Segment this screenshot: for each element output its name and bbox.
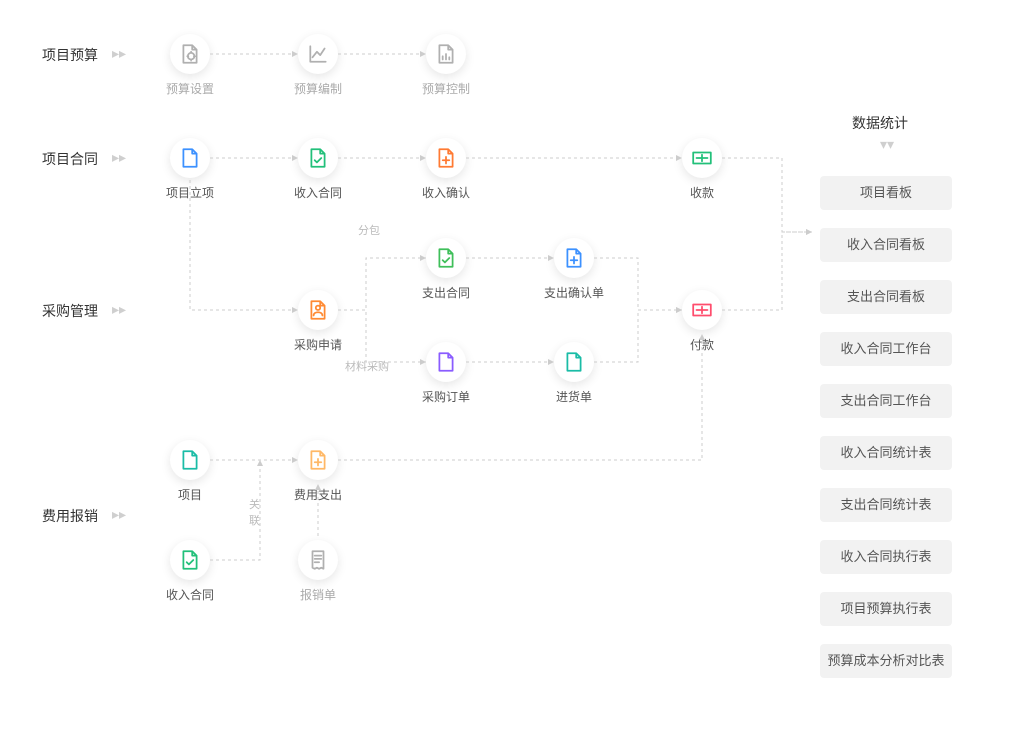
node-goods-in-icon — [554, 342, 594, 382]
node-exp-out[interactable]: 费用支出 — [278, 440, 358, 503]
node-receive[interactable]: 收款 — [662, 138, 742, 201]
section-label-projcontract: 项目合同 — [42, 149, 98, 169]
node-proj[interactable]: 项目 — [150, 440, 230, 503]
node-pay[interactable]: 付款 — [662, 290, 742, 353]
node-rev-contract[interactable]: 收入合同 — [278, 138, 358, 201]
node-reimburse-label: 报销单 — [278, 586, 358, 603]
stats-arrow-icon: ▾▾ — [880, 136, 894, 153]
stats-button-4[interactable]: 支出合同工作台 — [820, 384, 952, 418]
node-exp-out-icon — [298, 440, 338, 480]
section-arrow-projcontract-icon: ▸▸ — [112, 149, 126, 166]
node-exp-contract[interactable]: 支出合同 — [406, 238, 486, 301]
node-exp-contract-icon — [426, 238, 466, 278]
node-pay-icon — [682, 290, 722, 330]
section-label-expense: 费用报销 — [42, 506, 98, 526]
node-proj-icon — [170, 440, 210, 480]
node-exp-confirm[interactable]: 支出确认单 — [534, 238, 614, 301]
stats-button-5[interactable]: 收入合同统计表 — [820, 436, 952, 470]
node-budget-setup[interactable]: 预算设置 — [150, 34, 230, 97]
node-purchase-ord-label: 采购订单 — [406, 388, 486, 405]
node-pay-label: 付款 — [662, 336, 742, 353]
node-rev-contract2-icon — [170, 540, 210, 580]
node-purchase-ord-icon — [426, 342, 466, 382]
node-reimburse[interactable]: 报销单 — [278, 540, 358, 603]
node-purchase-req[interactable]: 采购申请 — [278, 290, 358, 353]
node-budget-make-label: 预算编制 — [278, 80, 358, 97]
node-budget-ctrl-icon — [426, 34, 466, 74]
node-budget-setup-label: 预算设置 — [150, 80, 230, 97]
stats-button-8[interactable]: 项目预算执行表 — [820, 592, 952, 626]
section-arrow-expense-icon: ▸▸ — [112, 506, 126, 523]
node-proj-label: 项目 — [150, 486, 230, 503]
edge-label-purchase-req-exp-contract: 分包 — [358, 222, 380, 238]
node-budget-ctrl[interactable]: 预算控制 — [406, 34, 486, 97]
node-rev-confirm-icon — [426, 138, 466, 178]
node-exp-confirm-icon — [554, 238, 594, 278]
node-proj-start-icon — [170, 138, 210, 178]
node-budget-make[interactable]: 预算编制 — [278, 34, 358, 97]
stats-button-9[interactable]: 预算成本分析对比表 — [820, 644, 952, 678]
stats-title: 数据统计 — [852, 113, 908, 133]
section-arrow-projbudget-icon: ▸▸ — [112, 45, 126, 62]
node-rev-contract-label: 收入合同 — [278, 184, 358, 201]
node-rev-confirm-label: 收入确认 — [406, 184, 486, 201]
node-purchase-req-label: 采购申请 — [278, 336, 358, 353]
node-rev-contract2[interactable]: 收入合同 — [150, 540, 230, 603]
node-budget-make-icon — [298, 34, 338, 74]
node-rev-confirm[interactable]: 收入确认 — [406, 138, 486, 201]
node-proj-start[interactable]: 项目立项 — [150, 138, 230, 201]
node-purchase-ord[interactable]: 采购订单 — [406, 342, 486, 405]
edge-label-purchase-req-purchase-ord: 材料采购 — [345, 358, 389, 374]
stats-button-6[interactable]: 支出合同统计表 — [820, 488, 952, 522]
stats-button-0[interactable]: 项目看板 — [820, 176, 952, 210]
node-purchase-req-icon — [298, 290, 338, 330]
node-goods-in-label: 进货单 — [534, 388, 614, 405]
node-receive-icon — [682, 138, 722, 178]
edge-label-proj-exp-out: 关联 — [249, 496, 260, 528]
node-budget-ctrl-label: 预算控制 — [406, 80, 486, 97]
node-proj-start-label: 项目立项 — [150, 184, 230, 201]
section-label-procurement: 采购管理 — [42, 301, 98, 321]
node-exp-contract-label: 支出合同 — [406, 284, 486, 301]
stats-button-7[interactable]: 收入合同执行表 — [820, 540, 952, 574]
section-arrow-procurement-icon: ▸▸ — [112, 301, 126, 318]
node-receive-label: 收款 — [662, 184, 742, 201]
stats-button-3[interactable]: 收入合同工作台 — [820, 332, 952, 366]
node-exp-confirm-label: 支出确认单 — [534, 284, 614, 301]
node-exp-out-label: 费用支出 — [278, 486, 358, 503]
node-reimburse-icon — [298, 540, 338, 580]
section-label-projbudget: 项目预算 — [42, 45, 98, 65]
node-goods-in[interactable]: 进货单 — [534, 342, 614, 405]
stats-button-2[interactable]: 支出合同看板 — [820, 280, 952, 314]
stats-button-1[interactable]: 收入合同看板 — [820, 228, 952, 262]
node-rev-contract2-label: 收入合同 — [150, 586, 230, 603]
node-rev-contract-icon — [298, 138, 338, 178]
node-budget-setup-icon — [170, 34, 210, 74]
